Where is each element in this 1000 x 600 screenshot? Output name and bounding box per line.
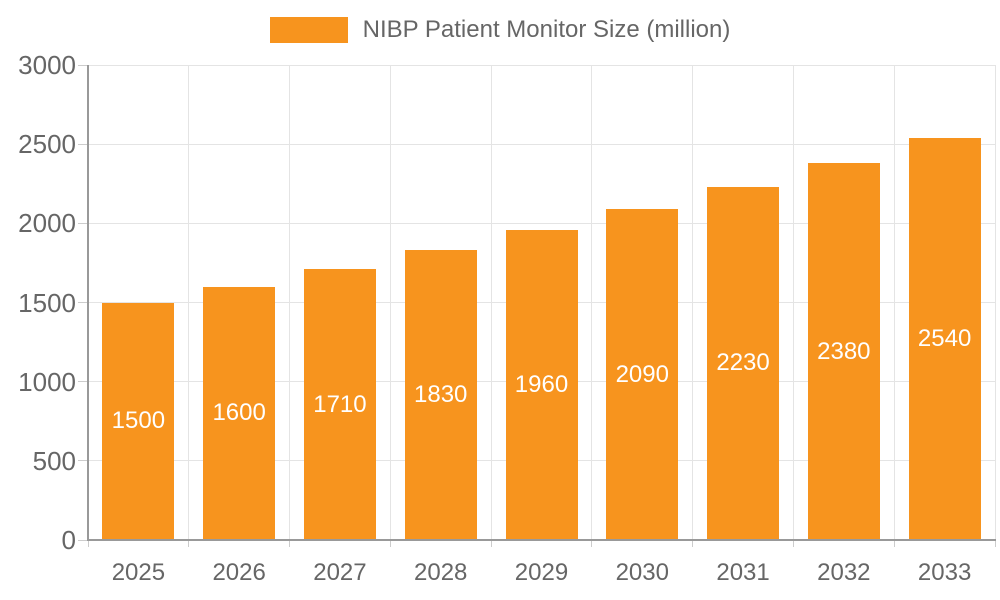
bar-2026[interactable] (203, 286, 276, 540)
y-axis-label: 1000 (18, 366, 76, 397)
y-axis-tick (78, 64, 88, 66)
y-axis-tick (78, 460, 88, 462)
x-axis-label: 2028 (414, 559, 468, 586)
x-axis-tick (188, 540, 190, 547)
gridline-horizontal (88, 64, 995, 66)
x-axis-tick (692, 540, 694, 547)
bar-value-label: 2090 (615, 360, 669, 388)
gridline-vertical (591, 65, 593, 540)
gridline-vertical (994, 65, 996, 540)
x-axis-tick (87, 540, 89, 547)
bar-value-label: 2380 (817, 337, 871, 365)
y-axis-tick (78, 222, 88, 224)
y-axis-label: 1500 (18, 287, 76, 318)
legend[interactable]: NIBP Patient Monitor Size (million) (0, 16, 1000, 44)
x-axis-tick (289, 540, 291, 547)
bar-value-label: 1710 (313, 390, 367, 418)
x-axis-label: 2033 (917, 559, 972, 586)
y-axis-tick (78, 143, 88, 145)
gridline-vertical (692, 65, 694, 540)
bar-2027[interactable] (303, 269, 376, 540)
y-axis-tick (78, 381, 88, 383)
x-axis-tick (893, 540, 895, 547)
bar-2032[interactable] (807, 163, 880, 540)
x-axis-tick (994, 540, 996, 547)
x-axis-label: 2029 (514, 559, 569, 586)
x-axis-label: 2026 (212, 559, 266, 586)
gridline-horizontal (88, 143, 995, 145)
x-axis-line (87, 539, 996, 541)
gridline-vertical (188, 65, 190, 540)
x-axis-tick (389, 540, 391, 547)
y-axis-label: 2000 (18, 208, 76, 239)
y-axis-line (87, 65, 89, 540)
y-axis-label: 500 (32, 445, 76, 476)
legend-swatch-icon (269, 17, 348, 43)
gridline-vertical (490, 65, 492, 540)
x-axis-tick (591, 540, 593, 547)
legend-label: NIBP Patient Monitor Size (million) (362, 16, 731, 43)
bar-value-label: 1500 (111, 407, 166, 435)
bar-2030[interactable] (606, 209, 679, 540)
gridline-vertical (893, 65, 895, 540)
x-axis-label: 2031 (716, 559, 770, 586)
x-axis-label: 2030 (615, 559, 669, 586)
x-axis-tick (792, 540, 794, 547)
y-axis-label: 3000 (18, 50, 76, 80)
bar-2033[interactable] (908, 137, 981, 540)
y-axis-tick (78, 539, 88, 541)
y-axis-label: 0 (61, 525, 76, 555)
bar-value-label: 1830 (414, 381, 468, 409)
bar-2025[interactable] (102, 302, 175, 540)
gridline-horizontal (88, 222, 995, 224)
x-axis-tick (490, 540, 492, 547)
bar-value-label: 2540 (917, 324, 972, 352)
bar-value-label: 2230 (716, 349, 770, 377)
y-axis-label: 2500 (18, 129, 76, 160)
gridline-vertical (289, 65, 291, 540)
y-axis-tick (78, 302, 88, 303)
bar-2029[interactable] (505, 229, 578, 540)
bar-value-label: 1600 (212, 399, 266, 427)
bar-2031[interactable] (707, 186, 780, 540)
x-axis-label: 2032 (817, 559, 871, 586)
x-axis-label: 2025 (111, 559, 166, 586)
bar-value-label: 1960 (514, 370, 569, 398)
x-axis-label: 2027 (313, 559, 367, 586)
bar-2028[interactable] (404, 250, 477, 540)
gridline-vertical (389, 65, 391, 540)
gridline-vertical (792, 65, 794, 540)
